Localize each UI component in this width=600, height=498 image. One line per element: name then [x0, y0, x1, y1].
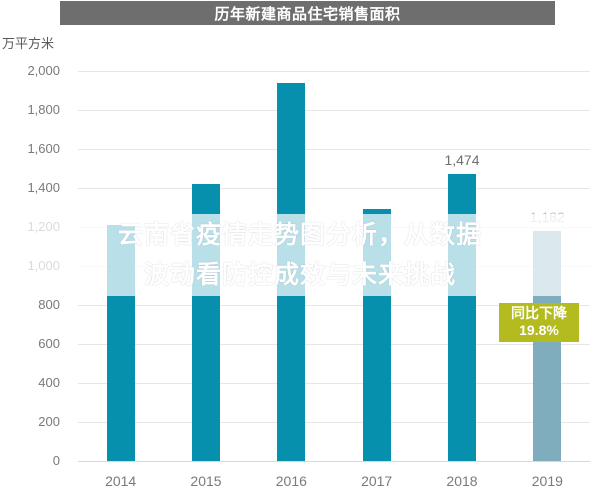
badge-line-2: 19.8%	[519, 322, 559, 338]
status-badge: 同比下降 19.8%	[499, 303, 579, 342]
badge-line-1: 同比下降	[511, 305, 567, 321]
gridline	[78, 110, 590, 111]
chart-title: 历年新建商品住宅销售面积	[214, 5, 401, 23]
gridline	[78, 461, 590, 462]
gridline	[78, 149, 590, 150]
gridline	[78, 71, 590, 72]
y-axis-tick-label: 200	[38, 414, 60, 429]
y-axis-tick-label: 1,400	[27, 180, 60, 195]
overlay-caption-line-1: 云南省疫情走势图分析，从数据	[117, 221, 482, 249]
overlay-caption: 云南省疫情走势图分析，从数据 波动看防控成效与未来挑战	[0, 214, 600, 296]
overlay-caption-line-2: 波动看防控成效与未来挑战	[143, 261, 456, 289]
bar-value-label-2018: 1,474	[444, 151, 480, 168]
x-axis-tick-label-2016: 2016	[275, 473, 307, 489]
x-axis-tick-label-2019: 2019	[531, 473, 563, 489]
x-axis-tick-label-2017: 2017	[361, 473, 393, 489]
y-axis-tick-label: 0	[52, 453, 60, 468]
x-axis-tick-label-2018: 2018	[446, 473, 478, 489]
y-axis-tick-label: 1,600	[27, 141, 60, 156]
gridline	[78, 383, 590, 384]
y-axis-tick-label: 800	[38, 297, 60, 312]
y-axis-tick-label: 2,000	[27, 63, 60, 78]
y-axis-tick-label: 600	[38, 336, 60, 351]
chart-title-banner: 历年新建商品住宅销售面积	[60, 1, 555, 25]
gridline	[78, 188, 590, 189]
gridline	[78, 305, 590, 306]
y-axis-unit-label: 万平方米	[2, 36, 55, 51]
y-axis-tick-label: 1,800	[27, 102, 60, 117]
x-axis-tick-label-2015: 2015	[190, 473, 222, 489]
gridline	[78, 422, 590, 423]
x-axis-tick-label-2014: 2014	[105, 473, 137, 489]
y-axis-tick-label: 400	[38, 375, 60, 390]
gridline	[78, 344, 590, 345]
